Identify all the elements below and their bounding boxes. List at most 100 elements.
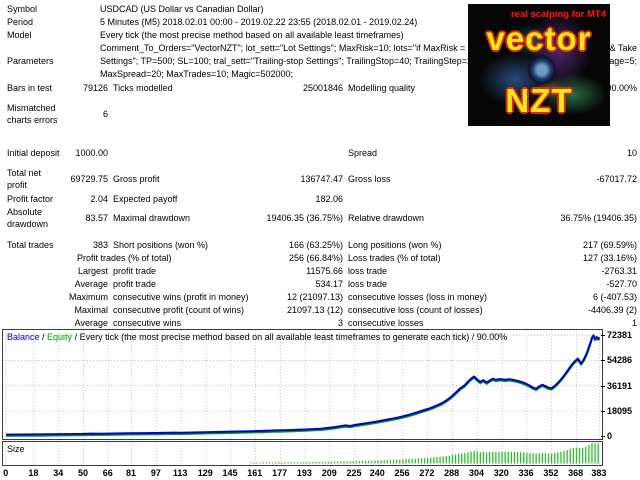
report-cell: loss trade <box>348 278 388 289</box>
period-label: Period <box>7 17 34 27</box>
x-tick-label: 225 <box>346 468 362 478</box>
report-row-period: Period 5 Minutes (M5) 2018.02.01 00:00 -… <box>7 16 637 29</box>
report-row: Maximum consecutive wins (profit in money… <box>7 290 637 303</box>
logo-title-nzt: NZT <box>505 82 573 119</box>
report-cell: consecutive profit (count of wins) <box>113 304 245 315</box>
report-cell: Profit trades (% of total) <box>77 252 172 263</box>
x-tick-label: 352 <box>543 468 559 478</box>
logo-tagline: real scalping for MT4 <box>510 9 606 20</box>
report-cell: 90.00% <box>606 82 637 93</box>
report-cell: consecutive loss (count of losses) <box>348 304 483 315</box>
vector-nzt-logo: real scalping for MT4 vector NZT <box>468 4 610 126</box>
report-cell: 1000.00 <box>75 148 108 158</box>
y-tick <box>601 436 605 437</box>
y-tick <box>601 360 605 362</box>
report-cell: 12 (21097.13) <box>286 291 343 302</box>
report-cell: -4406.39 (2) <box>587 304 637 315</box>
x-tick-label: 18 <box>28 468 39 478</box>
report-cell: Initial deposit <box>7 148 60 158</box>
balance-chart: Balance / Equity / Every tick (the most … <box>2 329 603 440</box>
x-tick-label: 81 <box>126 468 137 478</box>
report-cell: 79126 <box>82 82 108 93</box>
report-cell: Long positions (won %) <box>348 239 442 250</box>
report-row: Average consecutive wins 3 consecutive loss… <box>7 316 637 329</box>
report-cell: Maximal drawdown <box>113 213 191 223</box>
y-tick <box>601 410 605 412</box>
legend-part: / <box>39 332 48 342</box>
report-cell: 217 (69.59%) <box>582 239 637 250</box>
report-cell: 127 (33.16%) <box>582 252 637 263</box>
report-row: Total trades 383 Short positions (won %) 16… <box>7 238 637 251</box>
report-cell: Ticks modelled <box>113 82 173 93</box>
symbol-label: Symbol <box>7 4 38 14</box>
report-cell: Total net profit <box>7 168 42 190</box>
x-tick-label: 34 <box>53 468 64 478</box>
x-tick-label: 161 <box>247 468 263 478</box>
parameters-line3-left: MaxSpread=20; MaxTrades=10; Magic=502000… <box>100 69 294 79</box>
report-cell: -527.70 <box>606 278 637 289</box>
x-tick-label: 145 <box>222 468 238 478</box>
legend-part: Equity <box>47 332 73 342</box>
x-tick-label: 288 <box>444 468 460 478</box>
report-cell: 36.75% (19406.35) <box>560 213 637 223</box>
parameters-line1-right: "Stop & Take <box>585 43 637 53</box>
x-tick-label: 113 <box>172 468 188 478</box>
report-cell: 10 <box>626 148 637 158</box>
statistics-rows: Bars in test 79126 Ticks modelled 25001846 M… <box>7 81 637 329</box>
report-cell: Expected payoff <box>113 193 178 204</box>
report-cell: Absolute drawdown <box>7 207 49 229</box>
report-cell: Maximal <box>74 304 108 315</box>
report-cell: consecutive wins (profit in money) <box>113 291 249 302</box>
y-tick-label: 36191 <box>607 380 633 391</box>
x-tick-label: 383 <box>591 468 607 478</box>
period-value: 5 Minutes (M5) 2018.02.01 00:00 - 2019.0… <box>100 17 418 27</box>
report-cell: 3 <box>337 317 343 328</box>
x-tick-label: 336 <box>518 468 534 478</box>
report-cell: 534.17 <box>315 278 343 289</box>
report-cell: Short positions (won %) <box>113 239 209 250</box>
x-tick-label: 0 <box>3 468 9 478</box>
report-row: Largest profit trade 11575.66 loss trade -27… <box>7 264 637 277</box>
y-tick-label: 0 <box>607 431 613 441</box>
x-tick-label: 209 <box>321 468 337 478</box>
report-row: Total net profit 69729.75 Gross profit 1367… <box>7 166 637 192</box>
report-row: Profit trades (% of total) 256 (66.84%) Lo… <box>7 251 637 264</box>
report-row-symbol: Symbol USDCAD (US Dollar vs Canadian Dol… <box>7 3 637 16</box>
chart-legend: Balance / Equity / Every tick (the most … <box>7 332 507 342</box>
report-cell: Modelling quality <box>348 82 416 93</box>
report-cell: Bars in test <box>7 82 53 93</box>
parameters-line1-left: Comment_To_Orders="VectorNZT"; lot_sett=… <box>100 43 501 53</box>
parameters-line2-left: Settings"; TP=500; SL=100; tral_sett="Tr… <box>100 56 500 66</box>
report-cell: 1 <box>631 317 637 328</box>
size-panel-canvas <box>5 442 601 465</box>
report-row: Mismatched charts errors 6 <box>7 94 637 133</box>
report-cell: Maximum <box>68 291 108 302</box>
report-row: Absolute drawdown 83.57 Maximal drawdown 19… <box>7 205 637 231</box>
x-tick-label: 320 <box>493 468 509 478</box>
x-tick-label: 272 <box>419 468 435 478</box>
model-label: Model <box>7 30 32 40</box>
size-panel: Size <box>2 441 603 466</box>
report-cell: 6 <box>102 108 108 119</box>
x-tick-label: 50 <box>78 468 89 478</box>
report-cell: consecutive wins <box>113 317 182 328</box>
report-row: Initial deposit 1000.00 Spread 10 <box>7 140 637 166</box>
report-cell: 6 (-407.53) <box>592 291 637 302</box>
y-tick-label: 54286 <box>607 355 633 366</box>
report-cell: -2763.31 <box>601 265 637 276</box>
x-tick-label: 256 <box>394 468 410 478</box>
report-cell: consecutive losses (loss in money) <box>348 291 488 302</box>
balance-chart-canvas <box>3 330 602 439</box>
report-cell: 25001846 <box>302 82 343 93</box>
report-cell: Loss trades (% of total) <box>348 252 441 263</box>
report-row: Maximal consecutive profit (count of wins… <box>7 303 637 316</box>
y-tick-label: 18095 <box>607 405 633 416</box>
parameters-line2-right: age=5; <box>609 56 637 66</box>
report-cell: consecutive losses <box>348 317 424 328</box>
report-cell: Average <box>74 317 108 328</box>
report-cell: Mismatched charts errors <box>7 102 58 125</box>
report-cell: profit trade <box>113 265 157 276</box>
parameters-value: Comment_To_Orders="VectorNZT"; lot_sett=… <box>100 42 637 81</box>
y-tick <box>601 385 605 387</box>
